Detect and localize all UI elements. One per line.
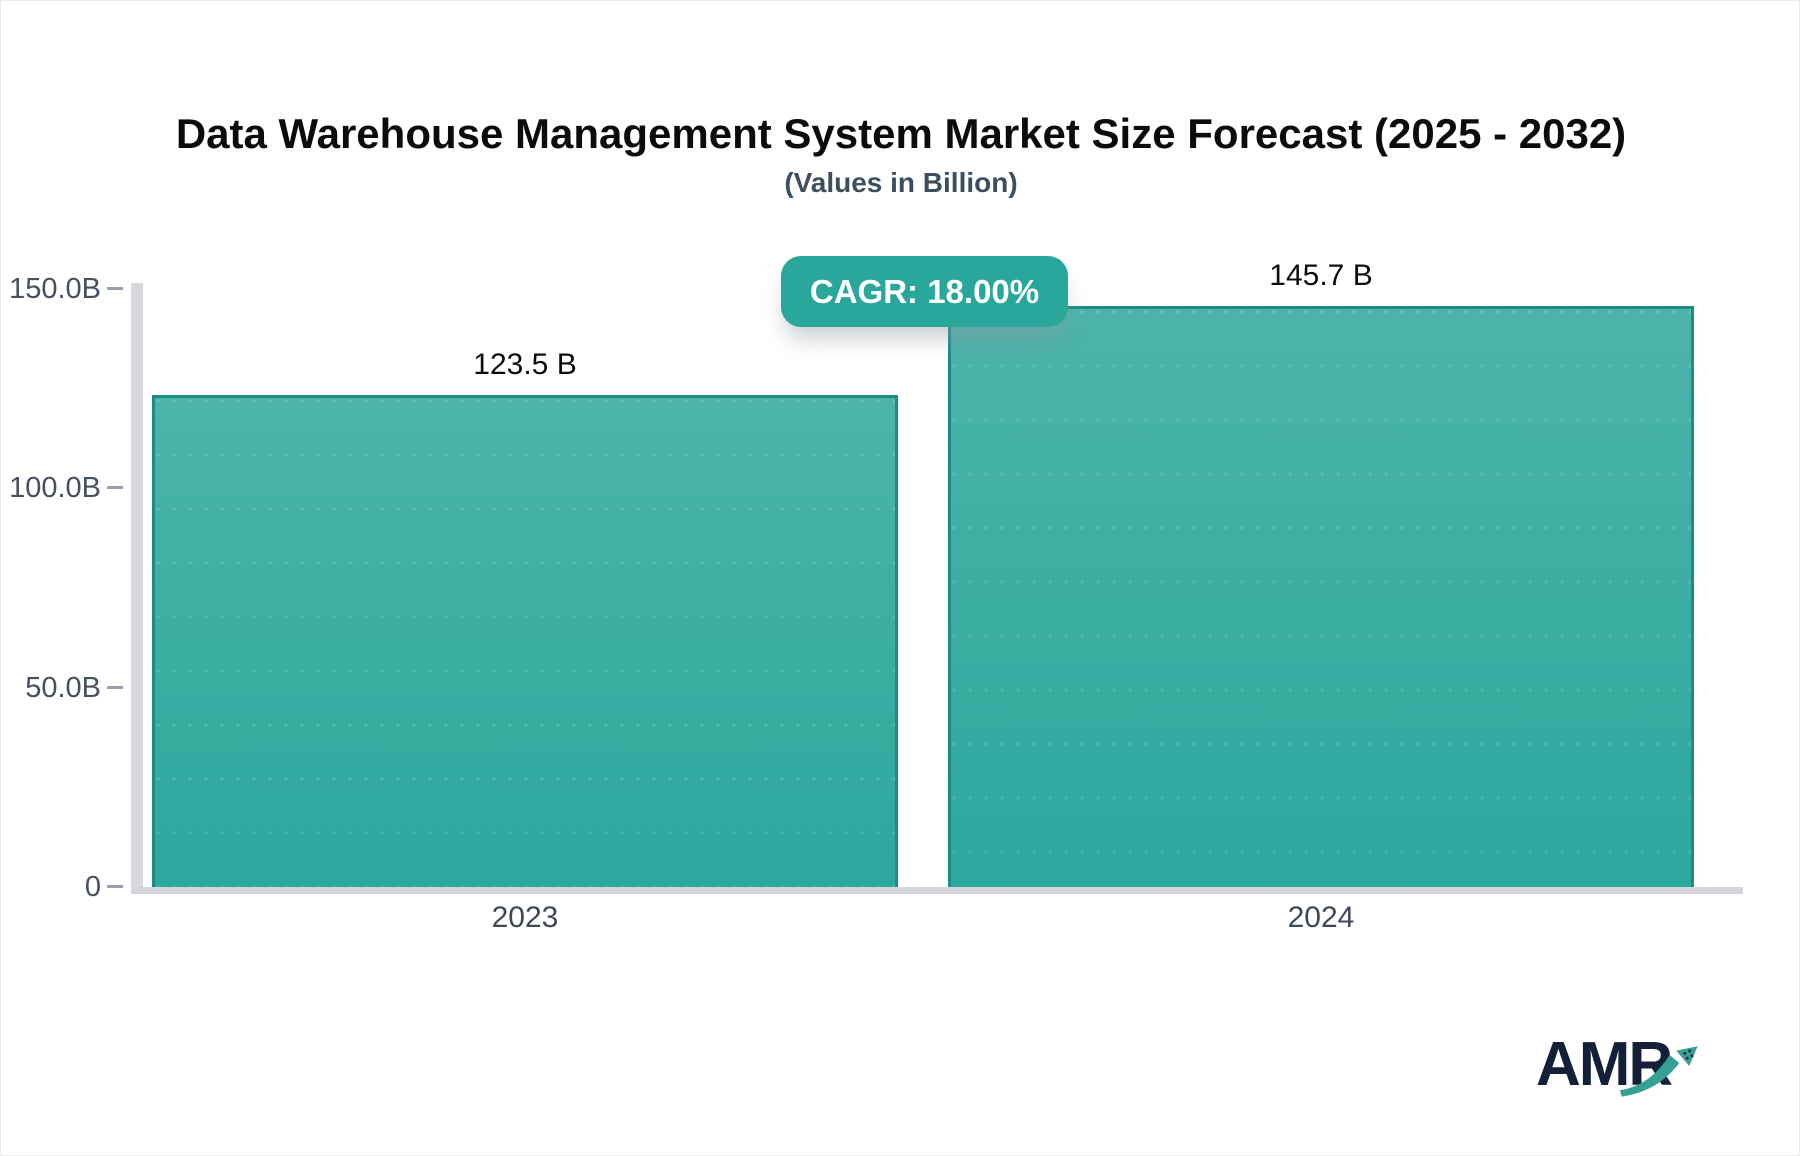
y-axis-line — [131, 283, 143, 894]
bar-value-label: 145.7 B — [1269, 259, 1373, 293]
growth-arrow-icon — [1620, 1046, 1698, 1097]
bar-value-label: 123.5 B — [473, 347, 577, 381]
y-axis-tick-label: 150.0B — [9, 273, 101, 305]
y-axis-tick-label: 50.0B — [25, 671, 101, 704]
chart-subtitle: (Values in Billion) — [784, 167, 1018, 198]
chart-title: Data Warehouse Management System Market … — [175, 110, 1627, 157]
bar-2024 — [948, 306, 1694, 887]
bar-2023 — [152, 394, 898, 887]
y-axis-tick — [107, 885, 123, 888]
x-axis-line — [131, 887, 1743, 894]
y-axis-tick — [107, 287, 123, 290]
x-axis-label: 2023 — [491, 901, 559, 934]
y-axis-tick-label: 0 — [84, 871, 101, 903]
y-axis-tick — [107, 486, 123, 490]
x-axis-label: 2024 — [1287, 901, 1355, 934]
y-axis-tick — [107, 685, 123, 689]
amr-logo: AMR — [1536, 1034, 1716, 1114]
cagr-badge: CAGR: 18.00% — [781, 256, 1068, 327]
y-axis-tick-label: 100.0B — [9, 472, 101, 505]
